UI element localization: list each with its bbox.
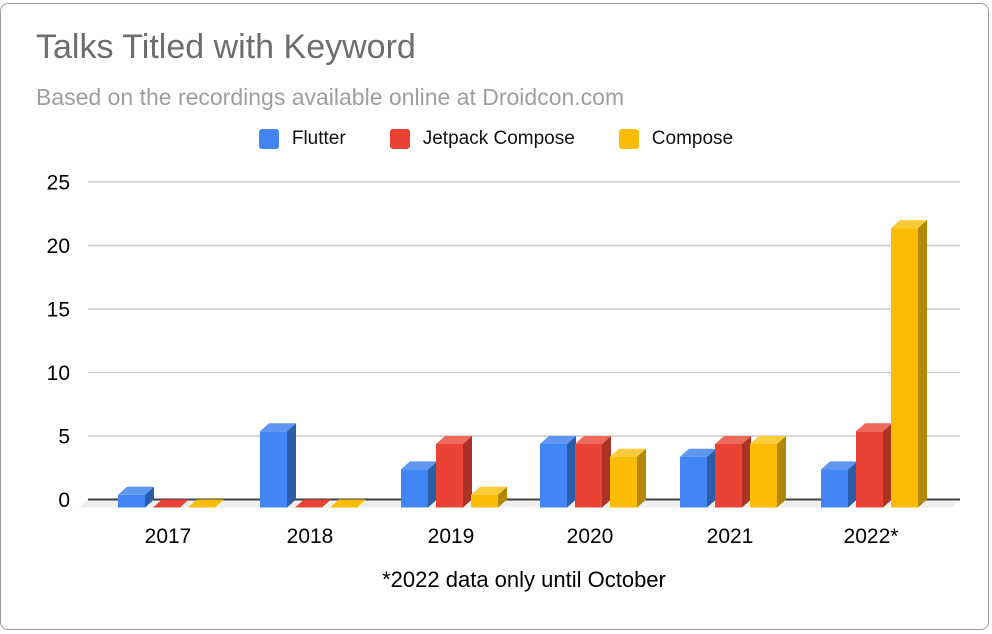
legend-swatch-compose [618,129,639,149]
y-axis-label-0: 0 [58,489,70,512]
bar-jetpack-compose-2018 [295,499,331,508]
bar-group-2021 [680,436,786,508]
bar-compose-2020 [610,456,637,508]
y-axis-label-5: 5 [58,426,70,449]
legend-item-flutter: Flutter [258,128,346,150]
bar-compose-2022 [891,228,918,508]
bar-jetpack-compose-2019-side [463,436,472,508]
legend-label-compose: Compose [651,128,734,149]
legend-label-flutter: Flutter [291,128,346,149]
x-axis-label-2019: 2019 [428,525,475,548]
y-axis-label-25: 25 [47,172,70,195]
bar-flutter-2017-side [145,486,154,508]
bar-flutter-2022-side [848,461,857,508]
bar-flutter-2019-top [401,461,437,470]
y-axis-label-15: 15 [47,299,70,322]
legend-item-compose: Compose [618,128,734,150]
legend-swatch-flutter [258,129,279,149]
bar-jetpack-compose-2020 [575,444,602,508]
bar-compose-2018 [330,499,366,508]
bar-compose-2021 [750,444,777,508]
legend-label-jetpack-compose: Jetpack Compose [422,128,575,149]
bar-jetpack-compose-2017 [153,499,189,508]
x-axis-label-2018: 2018 [287,525,334,548]
bar-compose-2021-top [750,436,786,444]
bar-jetpack-compose-2020-top [575,436,611,444]
bar-jetpack-compose-2022-top [856,423,892,432]
bar-jetpack-compose-2019 [436,444,463,508]
bar-flutter-2021 [680,456,707,508]
bar-flutter-2022-top [821,461,857,470]
bar-flutter-2018-top [260,423,296,432]
bar-jetpack-compose-2022-side [883,423,892,508]
bar-compose-2022-top [891,220,927,229]
bar-flutter-2021-side [707,448,716,508]
bar-flutter-2019-side [428,461,437,508]
x-axis-label-2022: 2022* [844,525,899,548]
bar-flutter-2017 [118,494,145,508]
bar-compose-2022-side [918,220,927,508]
bar-jetpack-compose-2022 [856,431,883,508]
bar-group-2019 [401,436,507,508]
bar-flutter-2018 [260,431,287,508]
chart-legend: Flutter Jetpack Compose Compose [0,126,992,152]
bar-group-2018 [260,423,366,508]
bar-flutter-2020-top [540,436,576,444]
bar-flutter-2021-top [680,448,716,457]
bar-jetpack-compose-2021 [715,444,742,508]
bar-compose-2019-top [471,486,507,495]
bar-compose-2021-side [777,436,786,508]
bar-compose-2019-side [498,486,507,508]
chart-title: Talks Titled with Keyword [36,28,416,66]
bar-flutter-2020-side [567,436,576,508]
legend-item-jetpack-compose: Jetpack Compose [389,128,575,150]
bar-flutter-2020 [540,444,567,508]
bar-group-2022 [821,220,927,508]
bar-jetpack-compose-2021-side [742,436,751,508]
x-axis-label-2020: 2020 [567,525,614,548]
bar-flutter-2017-top [118,486,154,495]
bar-flutter-2019 [401,469,428,508]
x-axis-label-2021: 2021 [707,525,754,548]
bar-jetpack-compose-2021-top [715,436,751,444]
chart-footnote: *2022 data only until October [382,567,666,592]
chart-subtitle: Based on the recordings available online… [36,84,625,110]
bar-flutter-2018-side [287,423,296,508]
bar-compose-2019 [471,494,498,508]
bar-compose-2020-side [637,448,646,508]
bar-jetpack-compose-2019-top [436,436,472,444]
y-axis-label-10: 10 [47,362,70,385]
legend-swatch-jetpack-compose [389,129,410,149]
y-axis-label-20: 20 [47,235,70,258]
bar-jetpack-compose-2020-side [602,436,611,508]
bar-group-2020 [540,436,646,508]
bar-compose-2020-top [610,448,646,457]
bar-group-2017 [118,486,224,508]
bar-flutter-2022 [821,469,848,508]
bar-compose-2017 [188,499,224,508]
x-axis-label-2017: 2017 [145,525,192,548]
